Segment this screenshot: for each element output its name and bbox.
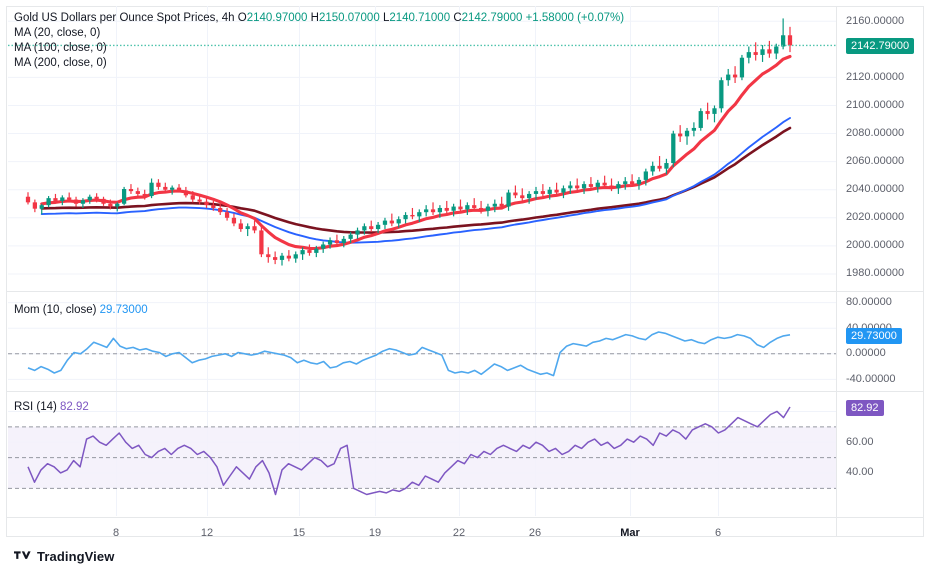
pane-separator-rsi	[6, 391, 924, 392]
legend-ma200[interactable]: MA (200, close, 0)	[14, 57, 107, 69]
price-badge: 2142.79000	[846, 38, 915, 55]
axis-tick-label: 2100.00000	[846, 98, 905, 111]
axis-tick-label: 2020.00000	[846, 211, 905, 224]
time-tick-label: 15	[292, 527, 306, 539]
tradingview-logo-icon	[14, 550, 31, 559]
rsi-badge: 82.92	[846, 399, 884, 416]
tradingview-branding[interactable]: TradingView	[14, 549, 114, 564]
momentum-badge: 29.73000	[846, 327, 902, 344]
time-axis-separator	[6, 517, 924, 518]
axis-tick-label: 2160.00000	[846, 14, 905, 27]
close-value: 2142.79000	[461, 12, 523, 24]
momentum-pane-legend: Mom (10, close) 29.73000	[14, 303, 148, 317]
axis-tick-label: 2080.00000	[846, 127, 905, 140]
momentum-value: 29.73000	[99, 304, 148, 316]
axis-tick-label: 80.00000	[846, 296, 892, 309]
low-label: L	[382, 12, 390, 24]
high-value: 2150.07000	[318, 12, 380, 24]
time-tick-label: 26	[528, 527, 542, 539]
low-value: 2140.71000	[389, 12, 451, 24]
axis-tick-label: -40.00000	[846, 372, 896, 385]
tradingview-name: TradingView	[37, 549, 115, 564]
high-label: H	[310, 12, 319, 24]
time-tick-label: 8	[112, 527, 120, 539]
axis-tick-label: 2060.00000	[846, 155, 905, 168]
time-tick-label: 12	[200, 527, 214, 539]
open-value: 2140.97000	[246, 12, 308, 24]
time-tick-label: 6	[714, 527, 722, 539]
axis-tick-label: 1980.00000	[846, 267, 905, 280]
time-tick-label: 22	[452, 527, 466, 539]
change-value: +1.58000	[525, 12, 574, 24]
chart-frame	[6, 6, 924, 537]
close-label: C	[453, 12, 462, 24]
price-pane-legend: Gold US Dollars per Ounce Spot Prices, 4…	[14, 11, 624, 70]
symbol-title[interactable]: Gold US Dollars per Ounce Spot Prices, 4…	[14, 12, 235, 24]
change-percent: (+0.07%)	[577, 12, 625, 24]
legend-ma100[interactable]: MA (100, close, 0)	[14, 42, 107, 54]
legend-ma20[interactable]: MA (20, close, 0)	[14, 27, 101, 39]
axis-tick-label: 60.00	[846, 435, 874, 448]
time-tick-label: Mar	[620, 527, 640, 539]
axis-tick-label: 2000.00000	[846, 239, 905, 252]
axis-tick-label: 40.00000	[846, 322, 892, 334]
time-tick-label: 19	[368, 527, 382, 539]
rsi-title[interactable]: RSI (14)	[14, 401, 57, 413]
pane-separator-momentum	[6, 291, 924, 292]
price-axis-separator	[836, 6, 837, 537]
rsi-pane-legend: RSI (14) 82.92	[14, 400, 89, 414]
open-label: O	[237, 12, 247, 24]
momentum-title[interactable]: Mom (10, close)	[14, 304, 97, 316]
axis-tick-label: 0.00000	[846, 347, 886, 360]
axis-tick-label: 2120.00000	[846, 70, 905, 83]
rsi-value: 82.92	[60, 401, 89, 413]
axis-tick-label: 40.00	[846, 466, 874, 479]
axis-tick-label: 2040.00000	[846, 183, 905, 196]
